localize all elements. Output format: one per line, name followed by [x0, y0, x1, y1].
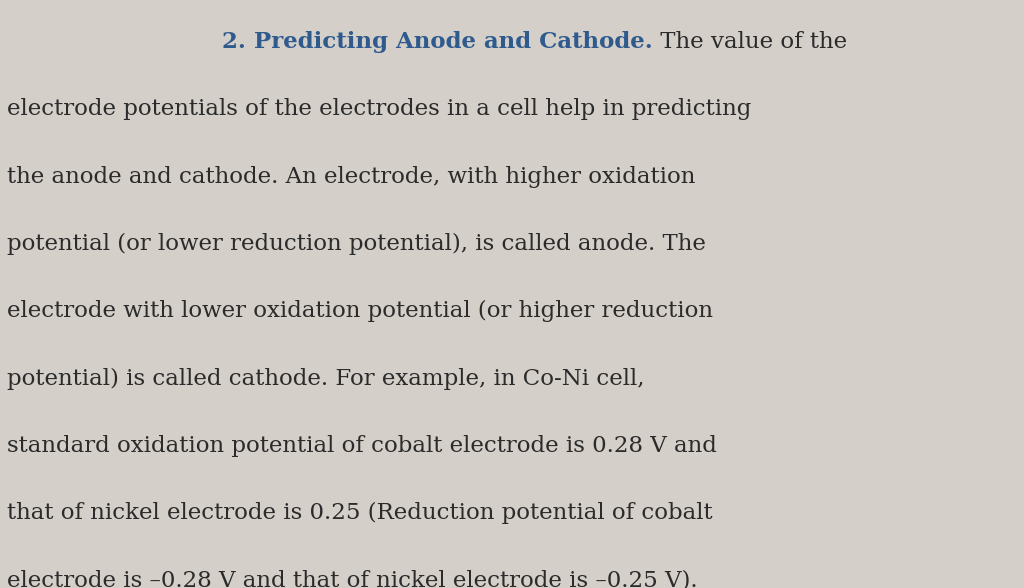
Text: The value of the: The value of the	[653, 31, 847, 53]
Text: electrode is –0.28 V and that of nickel electrode is –0.25 V).: electrode is –0.28 V and that of nickel …	[7, 570, 697, 588]
Text: the anode and cathode. An electrode, with higher oxidation: the anode and cathode. An electrode, wit…	[7, 166, 695, 188]
Text: electrode potentials of the electrodes in a cell help in predicting: electrode potentials of the electrodes i…	[7, 98, 752, 121]
Text: electrode with lower oxidation potential (or higher reduction: electrode with lower oxidation potential…	[7, 300, 713, 322]
Text: potential (or lower reduction potential), is called anode. The: potential (or lower reduction potential)…	[7, 233, 706, 255]
Text: 2. Predicting Anode and Cathode.: 2. Predicting Anode and Cathode.	[222, 31, 653, 53]
Text: standard oxidation potential of cobalt electrode is 0.28 V and: standard oxidation potential of cobalt e…	[7, 435, 717, 457]
Text: potential) is called cathode. For example, in Co-Ni cell,: potential) is called cathode. For exampl…	[7, 368, 644, 390]
Text: that of nickel electrode is 0.25 (Reduction potential of cobalt: that of nickel electrode is 0.25 (Reduct…	[7, 502, 713, 524]
